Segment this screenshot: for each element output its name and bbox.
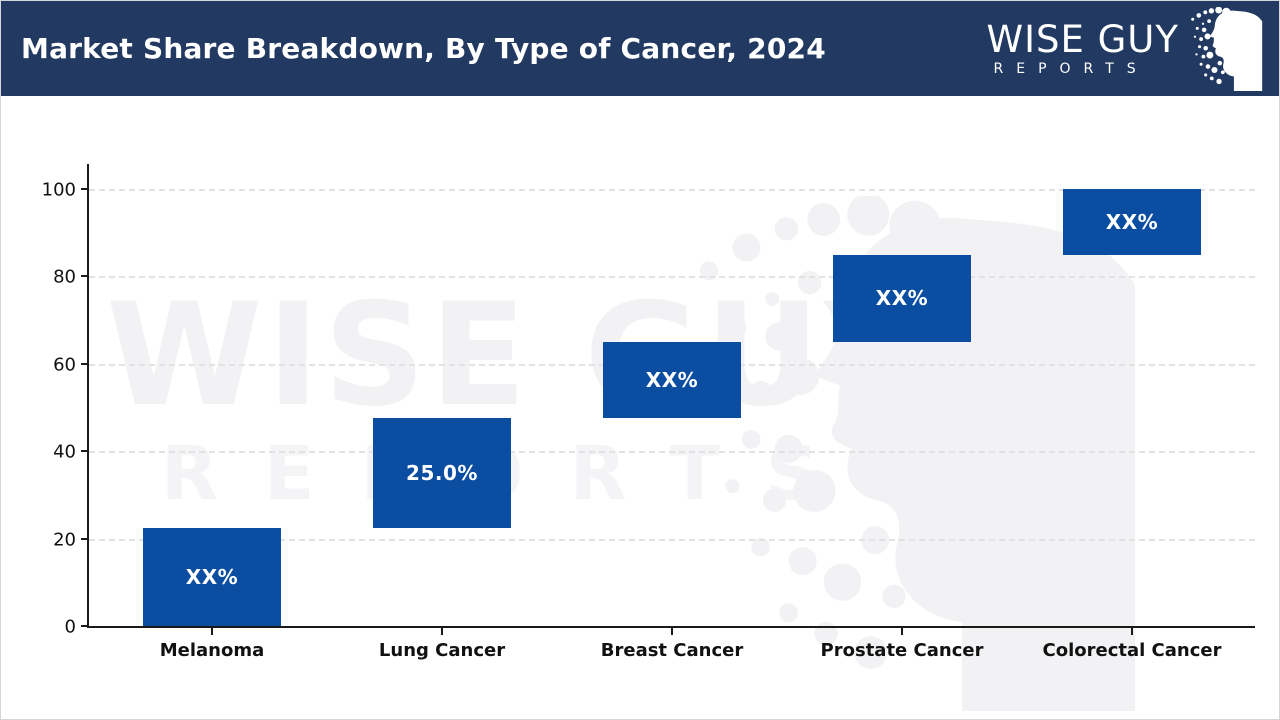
y-axis-label-60: 60 [53,354,76,376]
y-axis-label-20: 20 [53,529,76,551]
bar-segment: XX% [1063,189,1201,255]
y-tick-100 [81,188,89,190]
brand-logo-text: WISE GUY REPORTS [986,18,1179,77]
y-tick-20 [81,537,89,540]
gridline-80 [89,276,1255,279]
y-tick-80 [81,275,89,278]
brand-subname: REPORTS [993,60,1149,77]
y-axis-label-0: 0 [64,616,76,638]
y-tick-0 [81,625,89,627]
x-tick-4 [1131,628,1133,635]
bar-value-label: XX% [875,286,929,311]
bar-segment: XX% [143,527,281,626]
y-tick-60 [81,362,89,365]
x-tick-1 [441,628,443,635]
x-axis-label: Prostate Cancer [820,640,984,661]
x-axis-label: Breast Cancer [600,640,744,661]
x-tick-0 [211,628,213,635]
y-axis-line [87,164,89,628]
y-axis-label-40: 40 [53,441,76,463]
gridline-100 [89,189,1255,191]
page-title: Market Share Breakdown, By Type of Cance… [21,32,826,65]
x-axis-line [87,626,1255,628]
bar-segment: XX% [603,341,741,419]
x-axis-label: Colorectal Cancer [1042,640,1222,661]
x-axis-label: Lung Cancer [378,640,506,661]
x-tick-2 [671,628,673,635]
bar-segment: 25.0% [373,418,511,528]
gridline-40 [89,451,1255,454]
bar-segment: XX% [833,254,971,342]
bar-value-label: XX% [1105,209,1159,234]
x-axis-label: Melanoma [159,640,265,661]
bar-value-label: XX% [185,564,239,589]
bar-value-label: 25.0% [406,461,478,486]
bar-value-label: XX% [645,368,699,393]
brand-name: WISE GUY [986,18,1179,62]
y-tick-40 [81,450,89,453]
header-band: Market Share Breakdown, By Type of Cance… [1,1,1279,96]
x-tick-3 [901,628,903,635]
y-axis-label-80: 80 [53,266,76,288]
gridline-20 [89,538,1255,541]
y-axis-label-100: 100 [41,179,76,201]
brand-logo: WISE GUY REPORTS [987,7,1267,91]
